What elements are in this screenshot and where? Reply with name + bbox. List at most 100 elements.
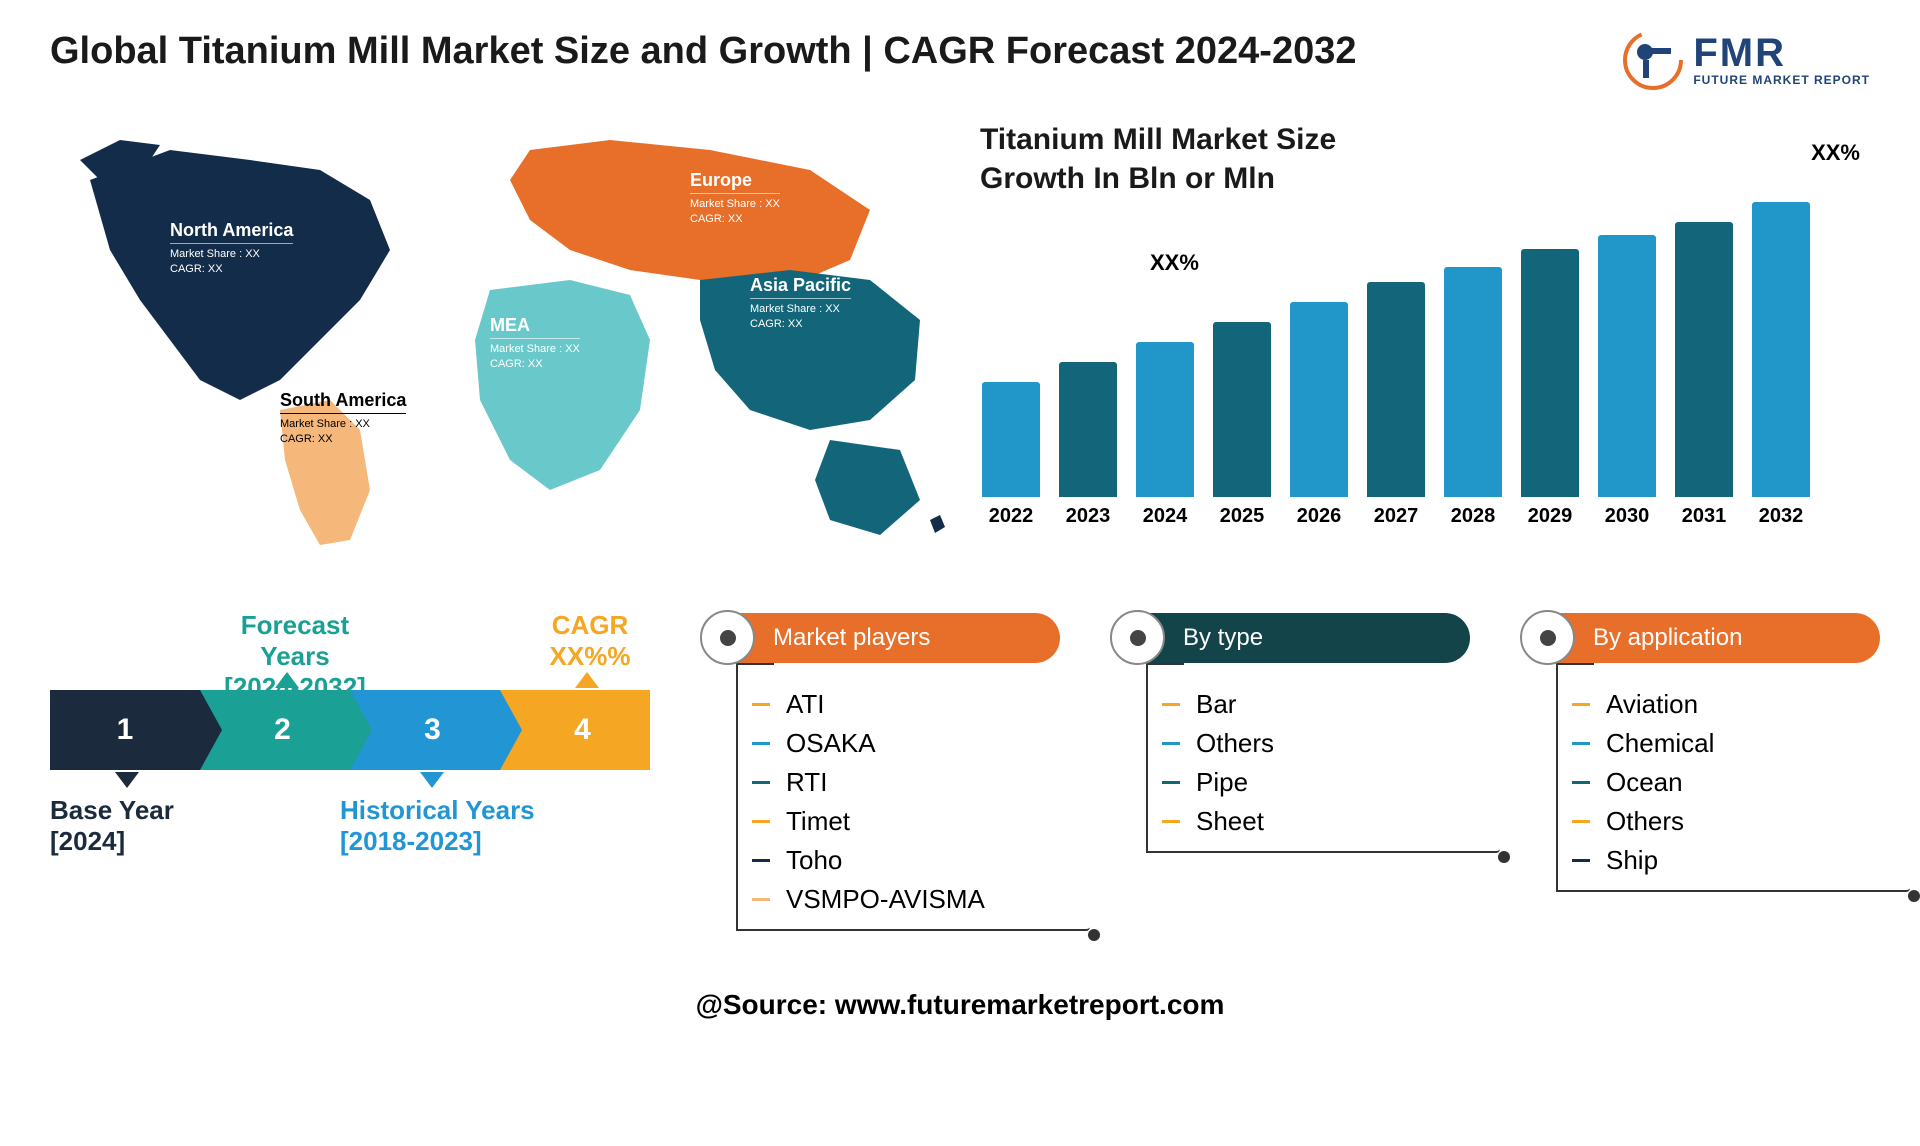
list-item: OSAKA	[738, 724, 1060, 763]
tick-icon	[752, 820, 770, 823]
list-end-dot-icon	[1088, 929, 1100, 941]
category-list: Aviation Chemical Ocean Others Ship	[1556, 685, 1880, 890]
logo-text-main: FMR	[1693, 33, 1870, 73]
tick-icon	[1162, 742, 1180, 745]
tick-icon	[1162, 703, 1180, 706]
bar-year-label: 2029	[1528, 505, 1573, 528]
pct-start-label: XX%	[1150, 250, 1199, 276]
bar-wrap: 2028	[1442, 267, 1504, 528]
category-column: By type Bar OthersPipeSheet	[1110, 610, 1470, 929]
bar-wrap: 2031	[1673, 222, 1735, 528]
region-share: Market Share : XX	[170, 247, 293, 262]
list-item: Ship	[1558, 841, 1880, 880]
list-item: Pipe	[1148, 763, 1470, 802]
list-item-label: Ocean	[1606, 767, 1683, 798]
pct-end-label: XX%	[1811, 140, 1860, 166]
list-item-label: Aviation	[1606, 689, 1698, 720]
category-title: By type	[1138, 613, 1470, 663]
list-end-dot-icon	[1498, 851, 1510, 863]
list-end-dot-icon	[1908, 890, 1920, 902]
chart-title: Titanium Mill Market Size Growth In Bln …	[980, 120, 1380, 198]
bar	[1521, 249, 1579, 497]
bar-wrap: 2027	[1365, 282, 1427, 528]
list-item-label: Ship	[1606, 845, 1658, 876]
historical-label: Historical Years[2018-2023]	[340, 795, 570, 857]
bar-year-label: 2025	[1220, 505, 1265, 528]
tick-icon	[1572, 820, 1590, 823]
cagr-label: CAGRXX%%	[520, 610, 660, 672]
bullet-icon	[700, 610, 755, 665]
timeline-seg-4: 4	[500, 690, 650, 770]
category-title: Market players	[728, 613, 1060, 663]
bar-wrap: 2026	[1288, 302, 1350, 528]
triangle-up-icon	[275, 672, 299, 688]
logo-text-sub: FUTURE MARKET REPORT	[1693, 73, 1870, 87]
tick-icon	[752, 742, 770, 745]
bar-wrap: 2024	[1134, 342, 1196, 528]
bar-year-label: 2026	[1297, 505, 1342, 528]
region-share: Market Share : XX	[490, 342, 580, 357]
bar-wrap: 2032	[1750, 202, 1812, 528]
category-column: Market players ATI OSAKA RTI Timet Toho VSMPO-…	[700, 610, 1060, 929]
list-item-label: Bar	[1196, 689, 1236, 720]
list-item-label: RTI	[786, 767, 827, 798]
list-item: Others	[1148, 724, 1470, 763]
region-share: Market Share : XX	[690, 197, 780, 212]
tick-icon	[752, 859, 770, 862]
list-item: VSMPO-AVISMA	[738, 880, 1060, 919]
region-name: South America	[280, 390, 406, 414]
list-item: Sheet	[1148, 802, 1470, 841]
tick-icon	[752, 898, 770, 901]
bar	[1367, 282, 1425, 497]
bar	[1675, 222, 1733, 497]
bar	[1059, 362, 1117, 497]
base-year-label: Base Year[2024]	[50, 795, 230, 857]
list-item: Bar	[1148, 685, 1470, 724]
bullet-icon	[1520, 610, 1575, 665]
list-item: RTI	[738, 763, 1060, 802]
bar-wrap: 2022	[980, 382, 1042, 528]
timeline-seg-1: 1	[50, 690, 200, 770]
list-item-label: Toho	[786, 845, 842, 876]
tick-icon	[1572, 742, 1590, 745]
bar-wrap: 2029	[1519, 249, 1581, 528]
region-share: Market Share : XX	[280, 417, 406, 432]
region-map: North America Market Share : XX CAGR: XX…	[50, 120, 950, 550]
list-item-label: ATI	[786, 689, 825, 720]
category-list: ATI OSAKA RTI Timet Toho VSMPO-AVISMA	[736, 685, 1060, 929]
bar-year-label: 2023	[1066, 505, 1111, 528]
region-north-america: North America Market Share : XX CAGR: XX	[170, 220, 293, 278]
region-name: MEA	[490, 315, 580, 339]
growth-bar-chart: Titanium Mill Market Size Growth In Bln …	[980, 120, 1870, 550]
bar-year-label: 2024	[1143, 505, 1188, 528]
bar-wrap: 2023	[1057, 362, 1119, 528]
bar	[1213, 322, 1271, 497]
tick-icon	[752, 703, 770, 706]
region-name: North America	[170, 220, 293, 244]
tick-icon	[1572, 703, 1590, 706]
list-item: Ocean	[1558, 763, 1880, 802]
region-cagr: CAGR: XX	[170, 262, 293, 277]
list-item: Timet	[738, 802, 1060, 841]
list-item: Aviation	[1558, 685, 1880, 724]
list-item: Chemical	[1558, 724, 1880, 763]
timeline: Forecast Years[2024-2032] CAGRXX%% 1 2 3…	[50, 610, 650, 929]
list-item: ATI	[738, 685, 1060, 724]
region-share: Market Share : XX	[750, 302, 851, 317]
bar	[1136, 342, 1194, 497]
logo-icon	[1623, 30, 1683, 90]
bar-year-label: 2022	[989, 505, 1034, 528]
list-item-label: OSAKA	[786, 728, 876, 759]
bar	[1752, 202, 1810, 497]
bar	[1598, 235, 1656, 497]
source-attribution: @Source: www.futuremarketreport.com	[50, 989, 1870, 1021]
bar-year-label: 2031	[1682, 505, 1727, 528]
region-name: Asia Pacific	[750, 275, 851, 299]
category-header: By type	[1110, 610, 1470, 665]
region-cagr: CAGR: XX	[750, 317, 851, 332]
bar-year-label: 2032	[1759, 505, 1804, 528]
tick-icon	[1572, 859, 1590, 862]
region-south-america: South America Market Share : XX CAGR: XX	[280, 390, 406, 448]
category-header: Market players	[700, 610, 1060, 665]
list-item-label: Others	[1606, 806, 1684, 837]
